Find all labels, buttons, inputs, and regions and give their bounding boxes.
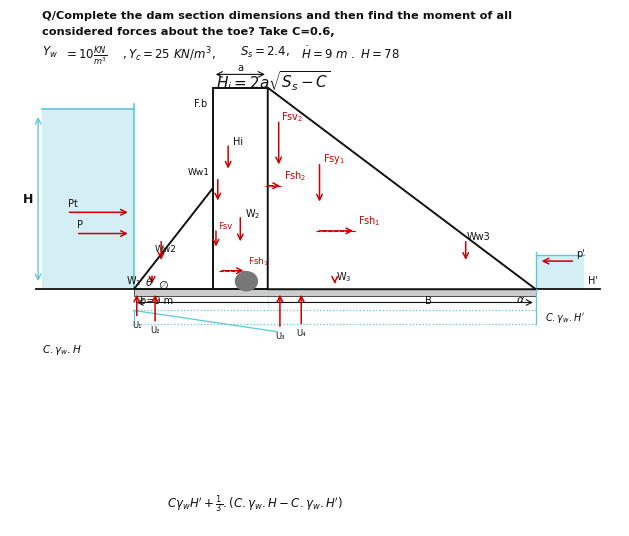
Text: Fsh$_2$: Fsh$_2$: [284, 169, 306, 183]
Text: Fsh$_1$: Fsh$_1$: [248, 256, 269, 268]
Text: b=9 m: b=9 m: [140, 296, 173, 306]
Circle shape: [235, 272, 257, 291]
Text: $C.\gamma_w.H'$: $C.\gamma_w.H'$: [545, 311, 585, 325]
Text: p': p': [577, 249, 586, 259]
Polygon shape: [42, 109, 134, 289]
Text: B: B: [425, 296, 431, 306]
Text: H: H: [23, 192, 33, 205]
Text: Ww3: Ww3: [467, 232, 491, 242]
Text: Pt: Pt: [68, 199, 78, 209]
Text: $S_s = 2.4,$: $S_s = 2.4,$: [240, 45, 290, 61]
Text: Hi: Hi: [233, 137, 243, 147]
Text: U₄: U₄: [296, 329, 306, 338]
Text: a: a: [237, 63, 243, 73]
Text: Fsh$_1$: Fsh$_1$: [358, 214, 381, 228]
Text: $\emptyset$: $\emptyset$: [157, 279, 169, 291]
Text: F.b: F.b: [194, 99, 207, 109]
Text: Fsy$_1$: Fsy$_1$: [323, 152, 345, 166]
Text: H': H': [587, 276, 598, 286]
Text: W$_1$: W$_1$: [126, 274, 141, 288]
Polygon shape: [134, 289, 536, 295]
Text: $C.\gamma_w.H$: $C.\gamma_w.H$: [42, 343, 82, 357]
Text: U₁: U₁: [132, 321, 142, 330]
Text: P: P: [77, 220, 83, 230]
Text: Fsv$_2$: Fsv$_2$: [281, 110, 303, 124]
Text: $,Y_c = 25\ KN/m^3,$: $,Y_c = 25\ KN/m^3,$: [121, 45, 216, 64]
Text: $\theta$: $\theta$: [145, 276, 153, 288]
Text: Fsv: Fsv: [218, 222, 232, 231]
Text: $Y_w$: $Y_w$: [42, 45, 58, 61]
Text: $\dot{H} = 9\ m\ .\ H{=}78$: $\dot{H} = 9\ m\ .\ H{=}78$: [301, 45, 400, 62]
Text: U₃: U₃: [276, 332, 284, 341]
Text: $C\gamma_w H' + \frac{1}{3}.(C.\gamma_w.H - C.\gamma_w.H')$: $C\gamma_w H' + \frac{1}{3}.(C.\gamma_w.…: [167, 493, 343, 515]
Text: Ww1: Ww1: [188, 168, 210, 177]
Text: Q/Complete the dam section dimensions and then find the moment of all: Q/Complete the dam section dimensions an…: [42, 11, 513, 21]
Polygon shape: [536, 255, 584, 289]
Text: W$_2$: W$_2$: [245, 207, 260, 221]
Text: $H_i = 2a\sqrt{S_s - C}$: $H_i = 2a\sqrt{S_s - C}$: [216, 69, 330, 93]
Text: W$_3$: W$_3$: [336, 270, 352, 284]
Text: $= 10\frac{KN}{m^3}$: $= 10\frac{KN}{m^3}$: [64, 45, 108, 69]
Text: U₂: U₂: [150, 326, 160, 336]
Text: considered forces about the toe? Take C=0.6,: considered forces about the toe? Take C=…: [42, 27, 335, 36]
Polygon shape: [213, 88, 268, 289]
Text: $\alpha$: $\alpha$: [516, 294, 525, 304]
Polygon shape: [134, 189, 213, 289]
Polygon shape: [268, 88, 536, 289]
Text: Ww2: Ww2: [155, 245, 177, 254]
